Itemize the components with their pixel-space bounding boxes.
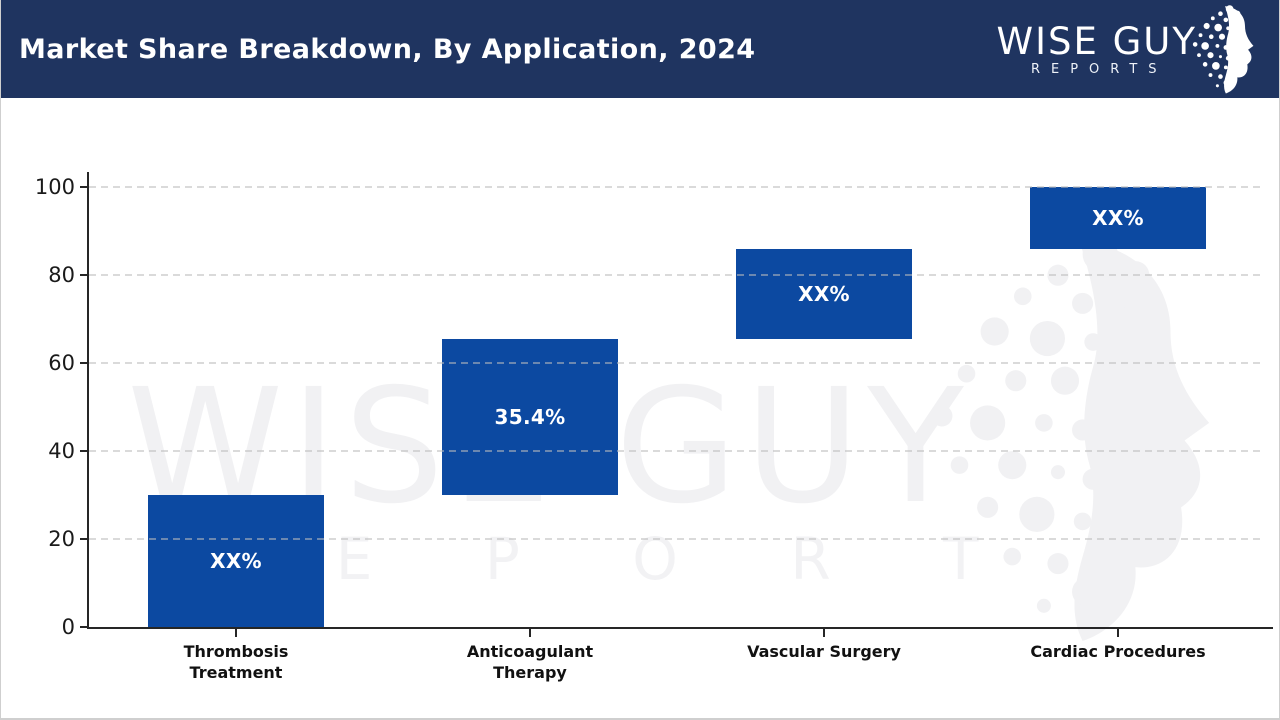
x-category-label: Cardiac Procedures [1030,642,1206,661]
gridline-y80 [89,274,1265,276]
y-tick-label: 80 [48,263,75,287]
x-axis-spine [87,627,1273,629]
x-category-label: Thrombosis Treatment [183,642,289,682]
gridline-y40 [89,450,1265,452]
logo-text: WISE GUY REPORTS [997,23,1197,76]
bar-1: XX% [148,495,324,627]
bar-value-label: 35.4% [494,405,566,430]
bar-value-label: XX% [798,281,850,306]
x-tick-mark [823,629,825,637]
x-category-label: Vascular Surgery [747,642,901,661]
gridline-y60 [89,362,1265,364]
dotted-head-profile-watermark-icon [931,236,1210,641]
y-tick-mark [80,274,89,276]
y-tick-mark [80,362,89,364]
logo-wordmark: WISE GUY [996,19,1197,63]
y-axis-spine [87,172,89,629]
y-tick-mark [80,186,89,188]
x-category-label: Anticoagulant Therapy [466,642,594,682]
y-tick-mark [80,538,89,540]
y-tick-label: 60 [48,351,75,375]
x-tick-mark [529,629,531,637]
bar-4: XX% [1030,187,1206,249]
y-tick-label: 100 [34,175,75,199]
y-tick-mark [80,450,89,452]
y-tick-mark [80,626,89,628]
wise-guy-reports-logo: WISE GUY REPORTS [997,3,1261,95]
gridline-y100 [89,186,1265,188]
x-tick-mark [1117,629,1119,637]
bar-2: 35.4% [442,339,618,495]
dotted-head-profile-icon [1192,5,1254,94]
bar-3: XX% [736,248,912,340]
header-bar: Market Share Breakdown, By Application, … [1,0,1279,98]
bar-value-label: XX% [1092,205,1144,230]
y-tick-label: 40 [48,439,75,463]
x-tick-mark [235,629,237,637]
y-tick-label: 20 [48,527,75,551]
gridline-y20 [89,538,1265,540]
chart-title: Market Share Breakdown, By Application, … [19,33,756,65]
bar-value-label: XX% [210,549,262,573]
y-tick-label: 0 [61,615,75,639]
logo-subtitle: REPORTS [1030,61,1168,77]
